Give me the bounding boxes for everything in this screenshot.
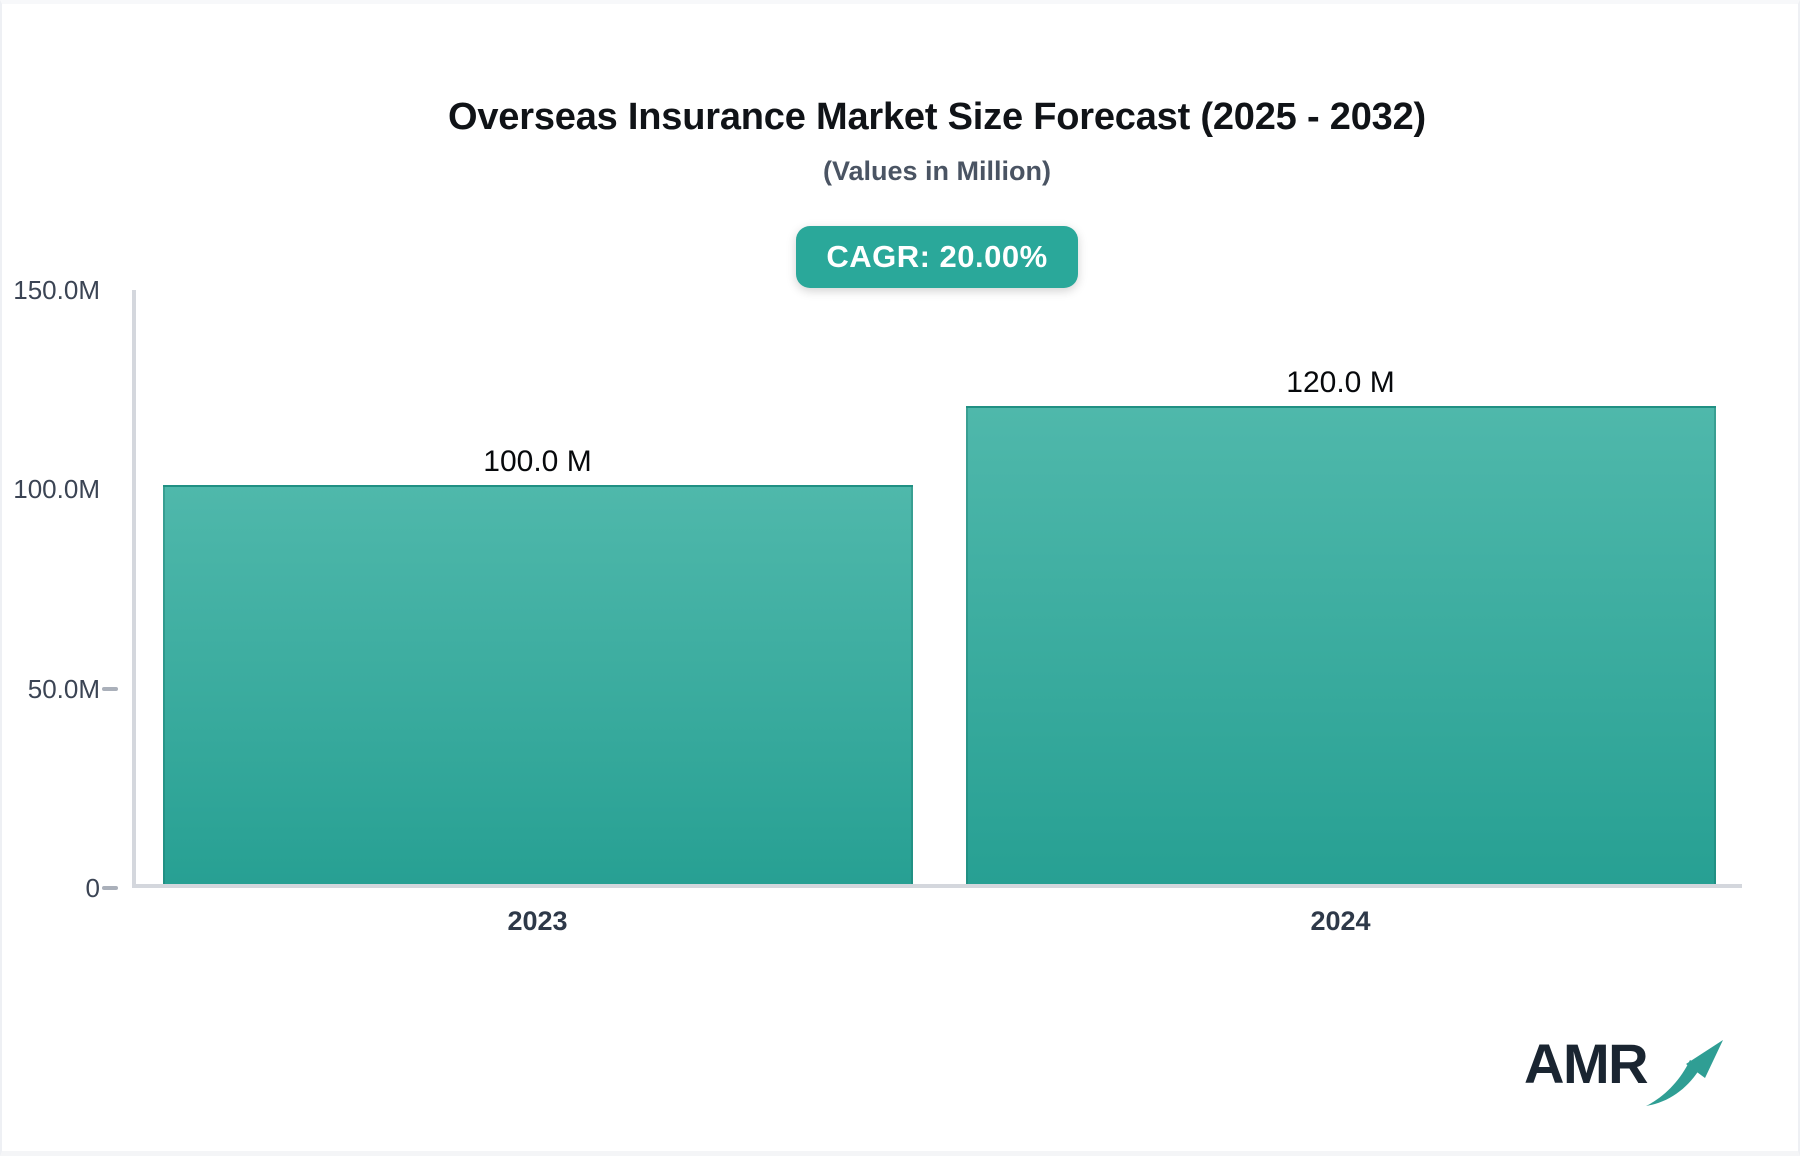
y-axis-label: 100.0M	[13, 474, 100, 505]
bar-value-label: 120.0 M	[1286, 365, 1395, 399]
x-axis-label: 2024	[1310, 906, 1371, 936]
cagr-badge-wrap: CAGR: 20.00%	[132, 226, 1742, 288]
trend-arrow-icon	[1646, 1040, 1723, 1106]
x-axis-label: 2023	[507, 906, 568, 936]
amr-logo: AMR	[1524, 1032, 1724, 1122]
y-axis-tick	[102, 686, 118, 691]
amr-logo-text: AMR	[1524, 1032, 1649, 1095]
chart-header: Overseas Insurance Market Size Forecast …	[132, 94, 1742, 288]
y-axis-label: 150.0M	[13, 275, 100, 305]
plot-area	[132, 290, 1742, 888]
chart-subtitle: (Values in Million)	[822, 156, 1052, 186]
y-axis-label: 50.0M	[27, 673, 100, 704]
bar[interactable]	[162, 485, 913, 884]
bar-value-label: 100.0 M	[483, 445, 592, 479]
cagr-badge: CAGR: 20.00%	[796, 226, 1078, 288]
y-axis-label: 0	[85, 873, 100, 903]
chart-title: Overseas Insurance Market Size Forecast …	[448, 96, 1426, 138]
bar[interactable]	[965, 405, 1716, 884]
y-axis-tick	[102, 886, 118, 890]
